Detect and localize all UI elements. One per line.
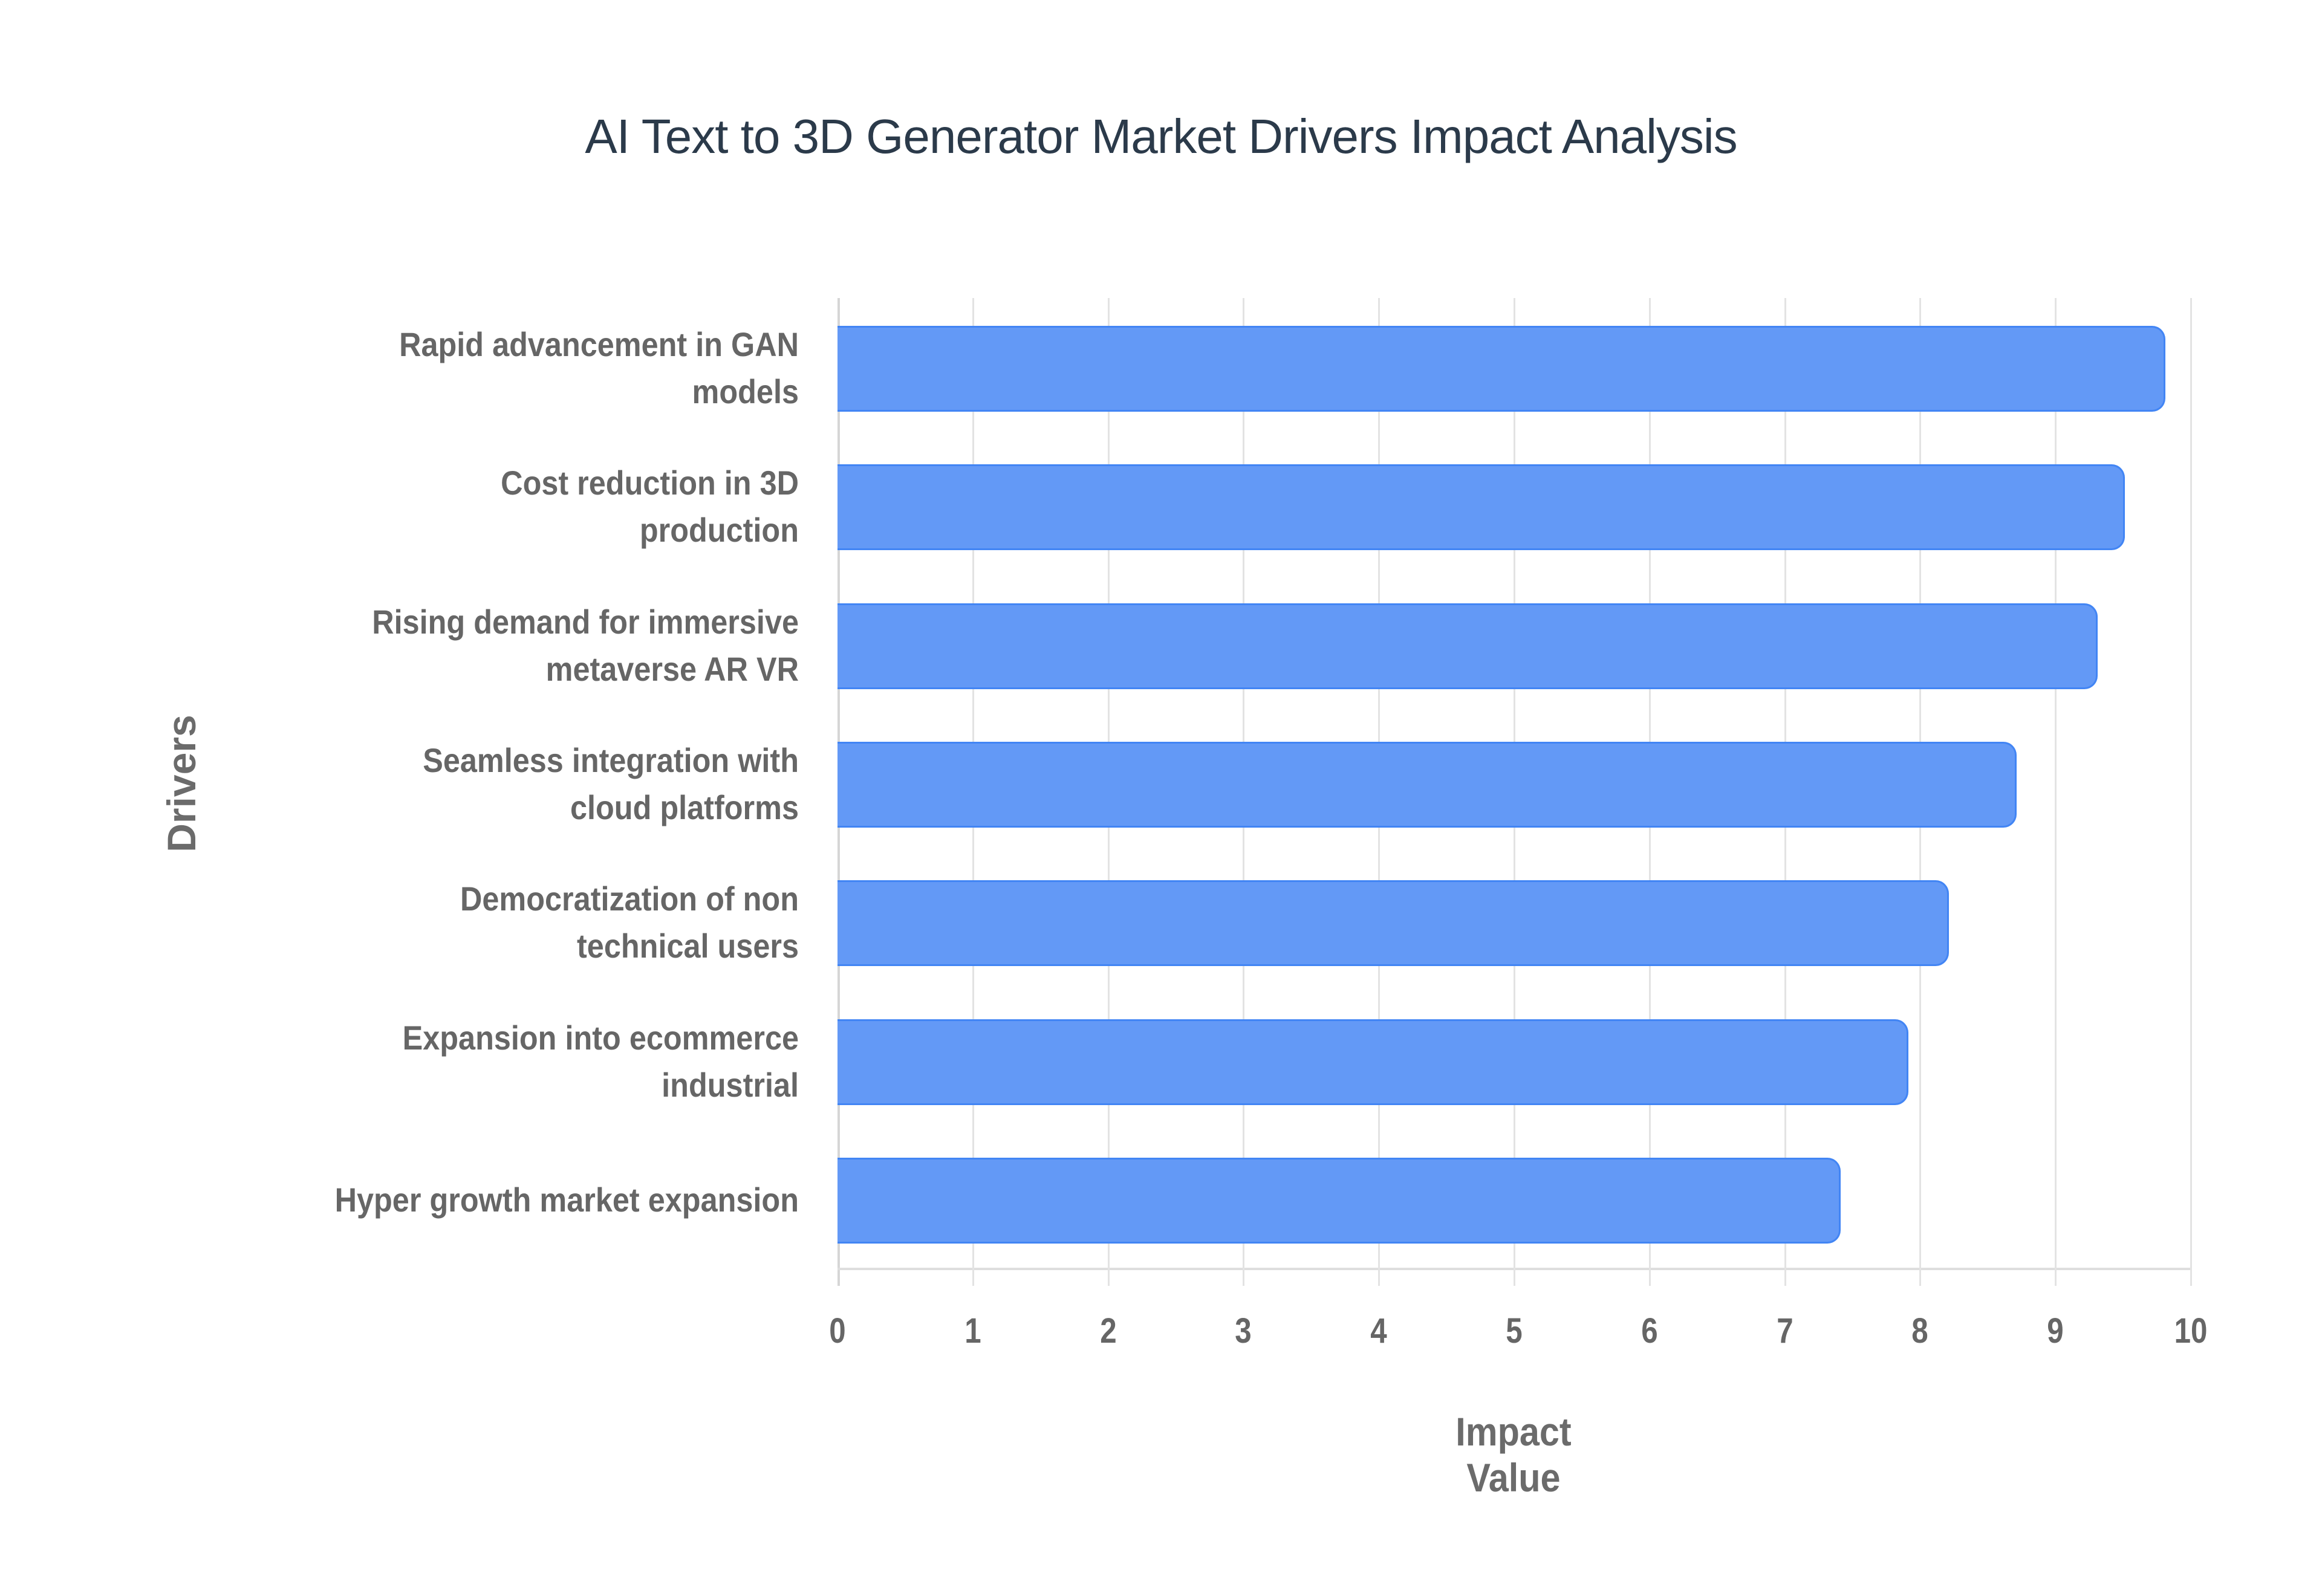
bar[interactable] [837, 464, 2125, 551]
y-axis-title: Drivers [159, 715, 204, 852]
x-tick-label: 0 [829, 1311, 846, 1351]
category-label-line: Hyper growth market expansion [334, 1180, 799, 1219]
x-tick-label: 5 [1506, 1311, 1523, 1351]
bar[interactable] [837, 880, 1950, 967]
x-tick-label: 1 [964, 1311, 981, 1351]
x-tick-label: 2 [1099, 1311, 1117, 1351]
x-tick-label: 9 [2047, 1311, 2064, 1351]
category-label-line: cloud platforms [570, 788, 799, 826]
category-label-line: Rapid advancement in GAN [399, 325, 799, 363]
category-label-line: models [692, 372, 799, 410]
category-label-line: production [639, 511, 799, 550]
category-label: Expansion into ecommerce industrial [255, 1014, 799, 1109]
plot-area [837, 298, 2192, 1286]
bar[interactable] [837, 326, 2166, 412]
category-label-line: Democratization of non [460, 880, 799, 918]
category-label-line: Seamless integration with [423, 741, 799, 779]
x-tick-label: 3 [1235, 1311, 1252, 1351]
bar[interactable] [837, 1019, 1909, 1105]
x-tick-label: 8 [1911, 1311, 1929, 1351]
category-label-line: technical users [577, 927, 799, 965]
category-label: Cost reduction in 3D production [255, 459, 799, 554]
category-label-line: metaverse AR VR [545, 649, 799, 688]
x-axis-title: Impact Value [1455, 1409, 1572, 1500]
category-label-line: industrial [662, 1065, 799, 1104]
category-label: Rapid advancement in GAN models [255, 321, 799, 415]
category-label-line: Expansion into ecommerce [402, 1018, 799, 1057]
category-label: Rising demand for immersive metaverse AR … [255, 598, 799, 693]
category-label: Democratization of non technical users [255, 875, 799, 970]
bar[interactable] [837, 1157, 1841, 1244]
gridline [2055, 298, 2057, 1286]
category-label: Seamless integration with cloud platforms [255, 737, 799, 831]
category-label-line: Cost reduction in 3D [501, 464, 799, 502]
bar[interactable] [837, 603, 2098, 689]
x-tick-label: 6 [1641, 1311, 1658, 1351]
category-label: Hyper growth market expansion [255, 1176, 799, 1224]
x-tick-label: 4 [1370, 1311, 1387, 1351]
x-tick-label: 7 [1776, 1311, 1794, 1351]
bar[interactable] [837, 741, 2017, 828]
x-tick-label: 10 [2174, 1311, 2208, 1351]
category-label-line: Rising demand for immersive [372, 602, 799, 641]
gridline [2190, 298, 2192, 1286]
chart-title: AI Text to 3D Generator Market Drivers I… [585, 109, 1737, 163]
